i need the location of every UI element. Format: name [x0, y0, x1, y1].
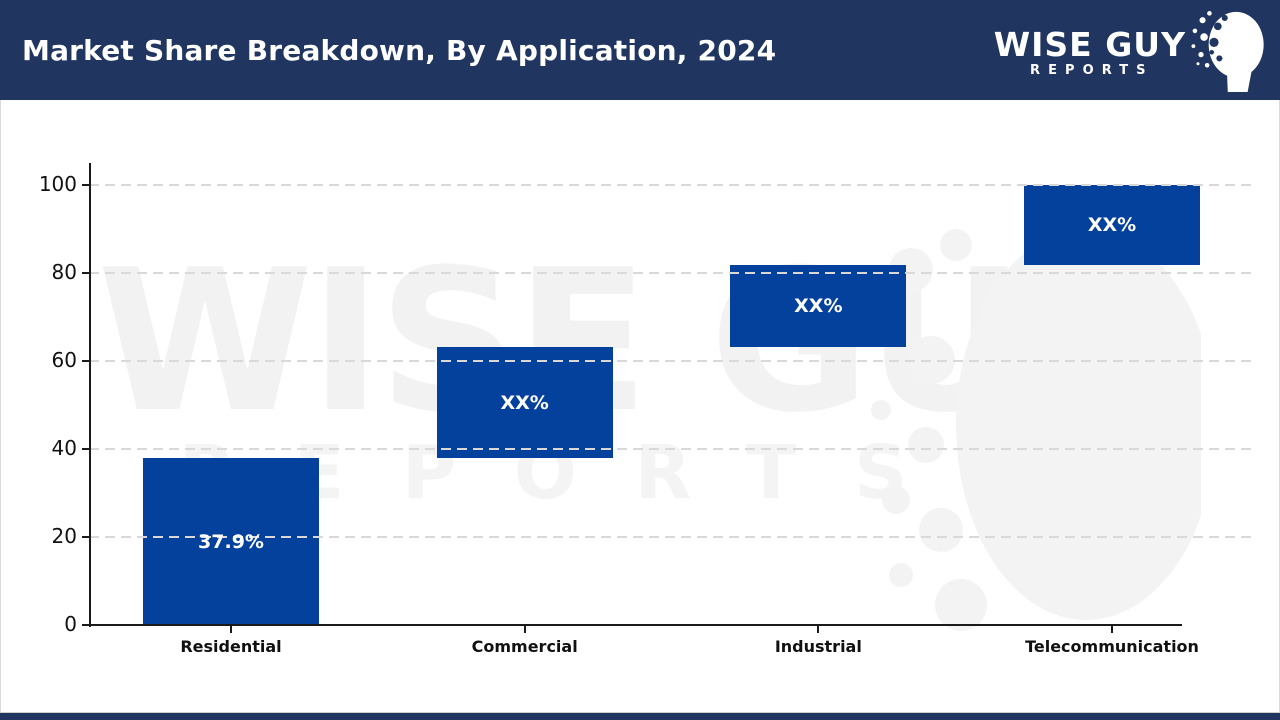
- bar-residential: [143, 458, 319, 625]
- x-axis-line: [89, 624, 1182, 626]
- wiseguy-logo-text: WISE GUY REPORTS: [994, 28, 1186, 77]
- y-tick-label: 0: [64, 612, 77, 636]
- x-tick-mark: [1111, 626, 1113, 633]
- bar-value-label: XX%: [500, 391, 549, 414]
- x-tick-label-commercial: Commercial: [471, 637, 578, 656]
- watermark-head-icon: [871, 229, 1201, 631]
- x-tick-label-residential: Residential: [180, 637, 282, 656]
- y-tick-mark: [82, 272, 89, 274]
- y-tick-mark: [82, 448, 89, 450]
- x-tick-label-telecommunication: Telecommunication: [1025, 637, 1199, 656]
- bar-value-label: XX%: [1087, 213, 1137, 236]
- gridline-40: [89, 448, 1253, 450]
- bar-value-label: 37.9%: [198, 530, 264, 553]
- bar-value-label: XX%: [794, 295, 843, 317]
- y-tick-label: 80: [51, 260, 77, 284]
- x-tick-mark: [523, 626, 526, 633]
- gridline-60: [89, 360, 1253, 362]
- chart-canvas: WISE GUY REPORTS 0 20 40 60 80 100 37.9% Reside…: [0, 100, 1280, 713]
- y-tick-mark: [82, 360, 89, 362]
- y-tick-mark: [82, 536, 89, 538]
- y-tick-label: 60: [51, 348, 77, 372]
- y-tick-label: 20: [51, 524, 77, 548]
- wiseguy-head-icon: [1191, 11, 1264, 92]
- bar-commercial: [436, 347, 613, 459]
- logo-wordmark: WISE GUY: [993, 24, 1186, 64]
- y-tick-mark: [82, 184, 89, 186]
- x-tick-label-industrial: Industrial: [774, 637, 862, 656]
- bar-industrial: [730, 264, 907, 348]
- gridline-80: [89, 272, 1253, 274]
- y-axis-line: [89, 163, 91, 627]
- logo-subtitle: REPORTS: [1030, 62, 1154, 78]
- gridline-20: [89, 536, 1253, 538]
- x-tick-mark: [817, 626, 820, 633]
- page-title: Market Share Breakdown, By Application, …: [22, 33, 777, 67]
- bar-telecommunication: [1024, 185, 1200, 265]
- x-tick-mark: [230, 626, 232, 633]
- gridline-100: [89, 184, 1253, 186]
- wiseguy-logo: WISE GUY REPORTS: [994, 8, 1266, 92]
- footer-band: [0, 713, 1280, 720]
- y-tick-label: 40: [51, 436, 77, 460]
- header-band: Market Share Breakdown, By Application, …: [0, 0, 1280, 100]
- y-tick-mark: [82, 624, 89, 626]
- y-tick-label: 100: [38, 172, 77, 196]
